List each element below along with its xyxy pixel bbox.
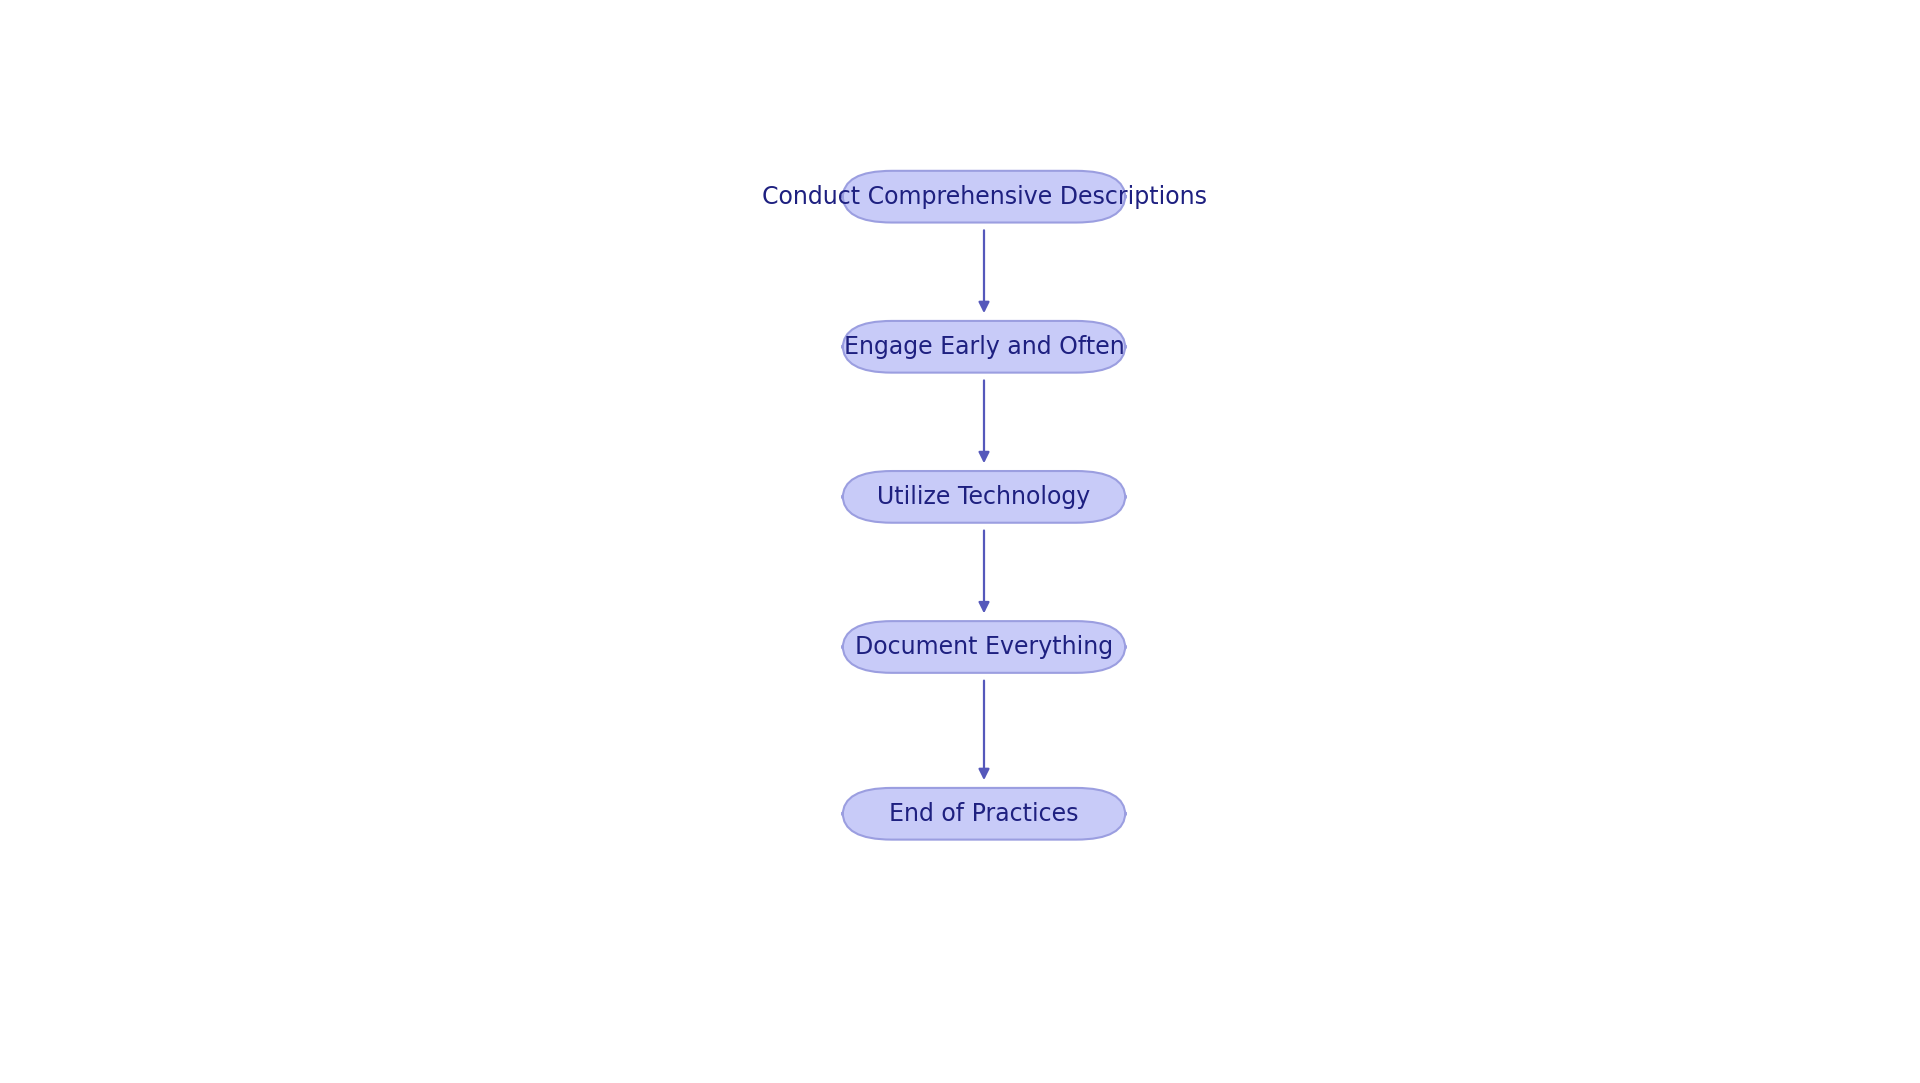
FancyBboxPatch shape [843,622,1125,673]
FancyBboxPatch shape [843,788,1125,839]
FancyBboxPatch shape [843,171,1125,222]
FancyBboxPatch shape [843,321,1125,373]
Text: Engage Early and Often: Engage Early and Often [843,335,1125,358]
FancyBboxPatch shape [843,471,1125,523]
Text: End of Practices: End of Practices [889,801,1079,825]
Text: Utilize Technology: Utilize Technology [877,485,1091,509]
Text: Conduct Comprehensive Descriptions: Conduct Comprehensive Descriptions [762,185,1206,209]
Text: Document Everything: Document Everything [854,635,1114,658]
